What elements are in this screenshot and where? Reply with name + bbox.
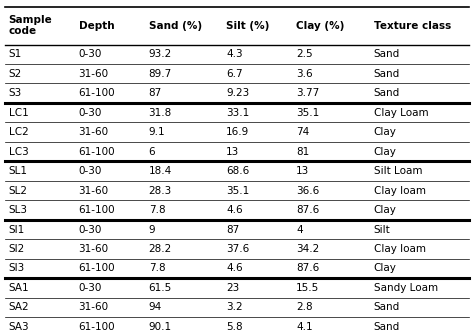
Text: Silt: Silt: [374, 224, 390, 235]
Text: 89.7: 89.7: [149, 69, 172, 79]
Text: 9: 9: [149, 224, 155, 235]
Text: 28.3: 28.3: [149, 185, 172, 196]
Text: 87.6: 87.6: [296, 205, 319, 215]
Text: 34.2: 34.2: [296, 244, 319, 254]
Text: 90.1: 90.1: [149, 322, 172, 330]
Text: 35.1: 35.1: [296, 108, 319, 118]
Text: 4.6: 4.6: [226, 205, 243, 215]
Text: Clay: Clay: [374, 205, 396, 215]
Text: 0-30: 0-30: [79, 224, 102, 235]
Text: 5.8: 5.8: [226, 322, 243, 330]
Text: Sample
code: Sample code: [9, 15, 52, 36]
Text: 35.1: 35.1: [226, 185, 249, 196]
Text: 13: 13: [226, 147, 239, 157]
Text: 13: 13: [296, 166, 310, 176]
Text: 94: 94: [149, 302, 162, 313]
Text: Clay loam: Clay loam: [374, 185, 426, 196]
Text: Texture class: Texture class: [374, 20, 451, 31]
Text: LC3: LC3: [9, 147, 28, 157]
Text: Sand (%): Sand (%): [149, 20, 202, 31]
Text: 3.6: 3.6: [296, 69, 313, 79]
Text: 4.3: 4.3: [226, 49, 243, 59]
Text: 31-60: 31-60: [79, 127, 109, 137]
Text: LC1: LC1: [9, 108, 28, 118]
Text: 9.1: 9.1: [149, 127, 165, 137]
Text: 16.9: 16.9: [226, 127, 249, 137]
Text: SI1: SI1: [9, 224, 25, 235]
Text: SL2: SL2: [9, 185, 27, 196]
Text: 7.8: 7.8: [149, 263, 165, 274]
Text: 4: 4: [296, 224, 303, 235]
Text: 61-100: 61-100: [79, 205, 115, 215]
Text: 37.6: 37.6: [226, 244, 249, 254]
Text: Sand: Sand: [374, 322, 400, 330]
Text: 87: 87: [149, 88, 162, 98]
Text: 18.4: 18.4: [149, 166, 172, 176]
Text: 31.8: 31.8: [149, 108, 172, 118]
Text: 68.6: 68.6: [226, 166, 249, 176]
Text: Sand: Sand: [374, 49, 400, 59]
Text: 93.2: 93.2: [149, 49, 172, 59]
Text: Clay (%): Clay (%): [296, 20, 345, 31]
Text: 3.77: 3.77: [296, 88, 319, 98]
Text: 31-60: 31-60: [79, 185, 109, 196]
Text: Silt Loam: Silt Loam: [374, 166, 422, 176]
Text: 4.1: 4.1: [296, 322, 313, 330]
Text: 6.7: 6.7: [226, 69, 243, 79]
Text: S3: S3: [9, 88, 22, 98]
Text: 0-30: 0-30: [79, 283, 102, 293]
Text: 3.2: 3.2: [226, 302, 243, 313]
Text: SI3: SI3: [9, 263, 25, 274]
Text: 61-100: 61-100: [79, 88, 115, 98]
Text: 0-30: 0-30: [79, 108, 102, 118]
Text: Sand: Sand: [374, 69, 400, 79]
Text: Clay: Clay: [374, 263, 396, 274]
Text: 23: 23: [226, 283, 239, 293]
Text: Clay Loam: Clay Loam: [374, 108, 428, 118]
Text: 61-100: 61-100: [79, 147, 115, 157]
Text: Sand: Sand: [374, 302, 400, 313]
Text: 81: 81: [296, 147, 310, 157]
Text: 31-60: 31-60: [79, 244, 109, 254]
Text: 9.23: 9.23: [226, 88, 249, 98]
Text: 0-30: 0-30: [79, 49, 102, 59]
Text: 33.1: 33.1: [226, 108, 249, 118]
Text: 74: 74: [296, 127, 310, 137]
Text: 87: 87: [226, 224, 239, 235]
Text: 2.8: 2.8: [296, 302, 313, 313]
Text: SA2: SA2: [9, 302, 29, 313]
Text: 4.6: 4.6: [226, 263, 243, 274]
Text: LC2: LC2: [9, 127, 28, 137]
Text: SL1: SL1: [9, 166, 27, 176]
Text: Clay loam: Clay loam: [374, 244, 426, 254]
Text: 15.5: 15.5: [296, 283, 319, 293]
Text: SA3: SA3: [9, 322, 29, 330]
Text: S1: S1: [9, 49, 22, 59]
Text: 6: 6: [149, 147, 155, 157]
Text: S2: S2: [9, 69, 22, 79]
Text: Sandy Loam: Sandy Loam: [374, 283, 438, 293]
Text: 61-100: 61-100: [79, 263, 115, 274]
Text: Depth: Depth: [79, 20, 114, 31]
Text: 0-30: 0-30: [79, 166, 102, 176]
Text: 31-60: 31-60: [79, 302, 109, 313]
Text: Silt (%): Silt (%): [226, 20, 269, 31]
Text: 61-100: 61-100: [79, 322, 115, 330]
Text: SA1: SA1: [9, 283, 29, 293]
Text: 87.6: 87.6: [296, 263, 319, 274]
Text: 31-60: 31-60: [79, 69, 109, 79]
Text: Clay: Clay: [374, 127, 396, 137]
Text: Sand: Sand: [374, 88, 400, 98]
Text: Clay: Clay: [374, 147, 396, 157]
Text: 2.5: 2.5: [296, 49, 313, 59]
Text: SL3: SL3: [9, 205, 27, 215]
Text: SI2: SI2: [9, 244, 25, 254]
Text: 36.6: 36.6: [296, 185, 319, 196]
Text: 28.2: 28.2: [149, 244, 172, 254]
Text: 61.5: 61.5: [149, 283, 172, 293]
Text: 7.8: 7.8: [149, 205, 165, 215]
